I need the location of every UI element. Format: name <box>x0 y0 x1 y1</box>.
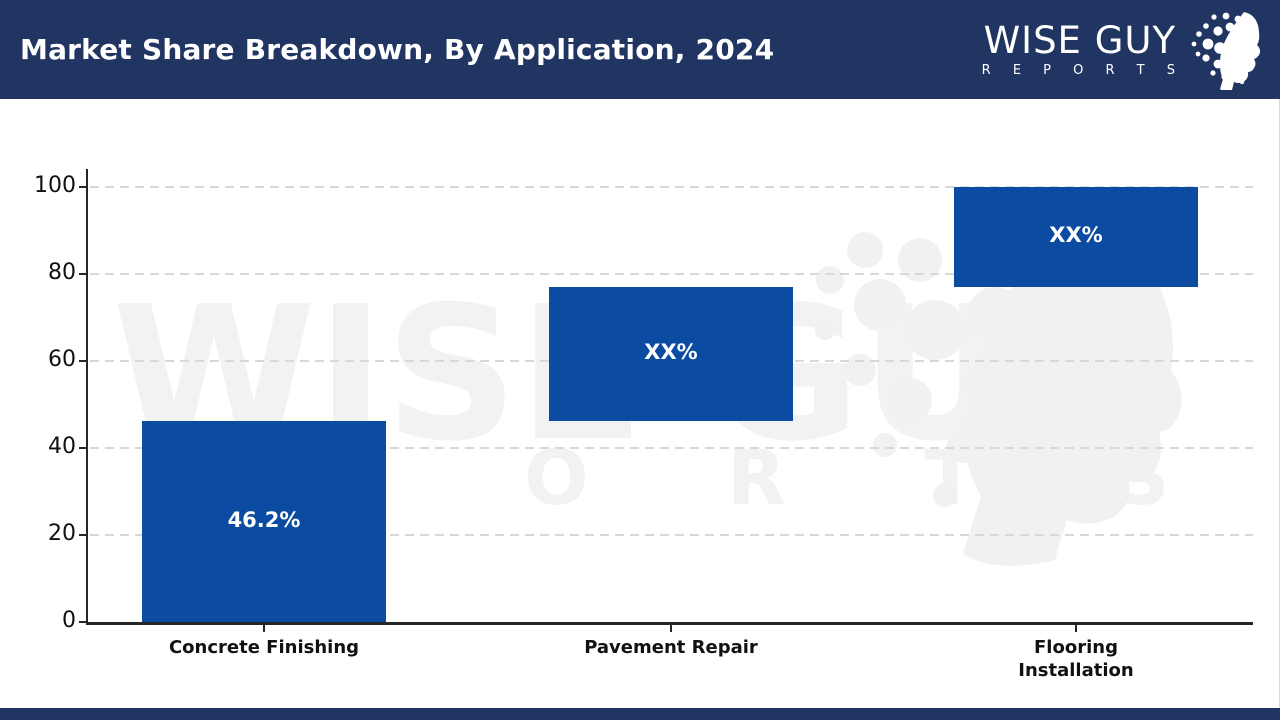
gridline-y-80 <box>90 273 1253 275</box>
brand-logo-reports: R E P O R T S <box>981 62 1184 78</box>
y-tick-mark-0 <box>79 621 87 623</box>
y-tick-label-0: 0 <box>62 608 76 633</box>
y-tick-label-60: 60 <box>48 347 76 372</box>
bar-value-label: 46.2% <box>227 507 301 532</box>
brand-logo-text: WISE GUY R E P O R T S <box>976 19 1184 78</box>
y-tick-mark-80 <box>79 273 87 275</box>
y-tick-mark-40 <box>79 447 87 449</box>
y-tick-mark-60 <box>79 360 87 362</box>
x-axis-line <box>86 622 1253 625</box>
y-tick-mark-20 <box>79 534 87 536</box>
chart-title: Market Share Breakdown, By Application, … <box>20 33 775 66</box>
x-category-label: Flooring Installation <box>1018 637 1134 681</box>
bar-value-label: XX% <box>644 340 698 365</box>
watermark-head-dots-icon <box>815 232 1182 566</box>
y-tick-label-100: 100 <box>34 173 76 198</box>
y-tick-label-40: 40 <box>48 434 76 459</box>
footer-bar <box>0 708 1280 720</box>
brand-logo-head-icon <box>1191 12 1261 90</box>
bar-0 <box>142 421 386 622</box>
y-axis-line <box>86 169 88 625</box>
brand-logo-wise-guy: WISE GUY <box>983 19 1177 63</box>
gridline-y-100 <box>90 186 1253 188</box>
y-tick-label-80: 80 <box>48 260 76 285</box>
x-category-label: Concrete Finishing <box>168 637 360 658</box>
y-tick-label-20: 20 <box>48 521 76 546</box>
gridline-y-20 <box>90 534 1253 536</box>
x-category-label: Pavement Repair <box>584 637 758 658</box>
brand-logo: WISE GUY R E P O R T S <box>976 10 1262 90</box>
bar-value-label: XX% <box>1049 223 1103 248</box>
x-tick-mark-0 <box>263 625 265 632</box>
x-tick-mark-2 <box>1075 625 1077 632</box>
bar-1 <box>549 287 793 422</box>
bar-2 <box>954 187 1198 288</box>
header-bar: Market Share Breakdown, By Application, … <box>0 0 1280 99</box>
gridline-y-40 <box>90 447 1253 449</box>
y-tick-mark-100 <box>79 186 87 188</box>
x-tick-mark-1 <box>670 625 672 632</box>
